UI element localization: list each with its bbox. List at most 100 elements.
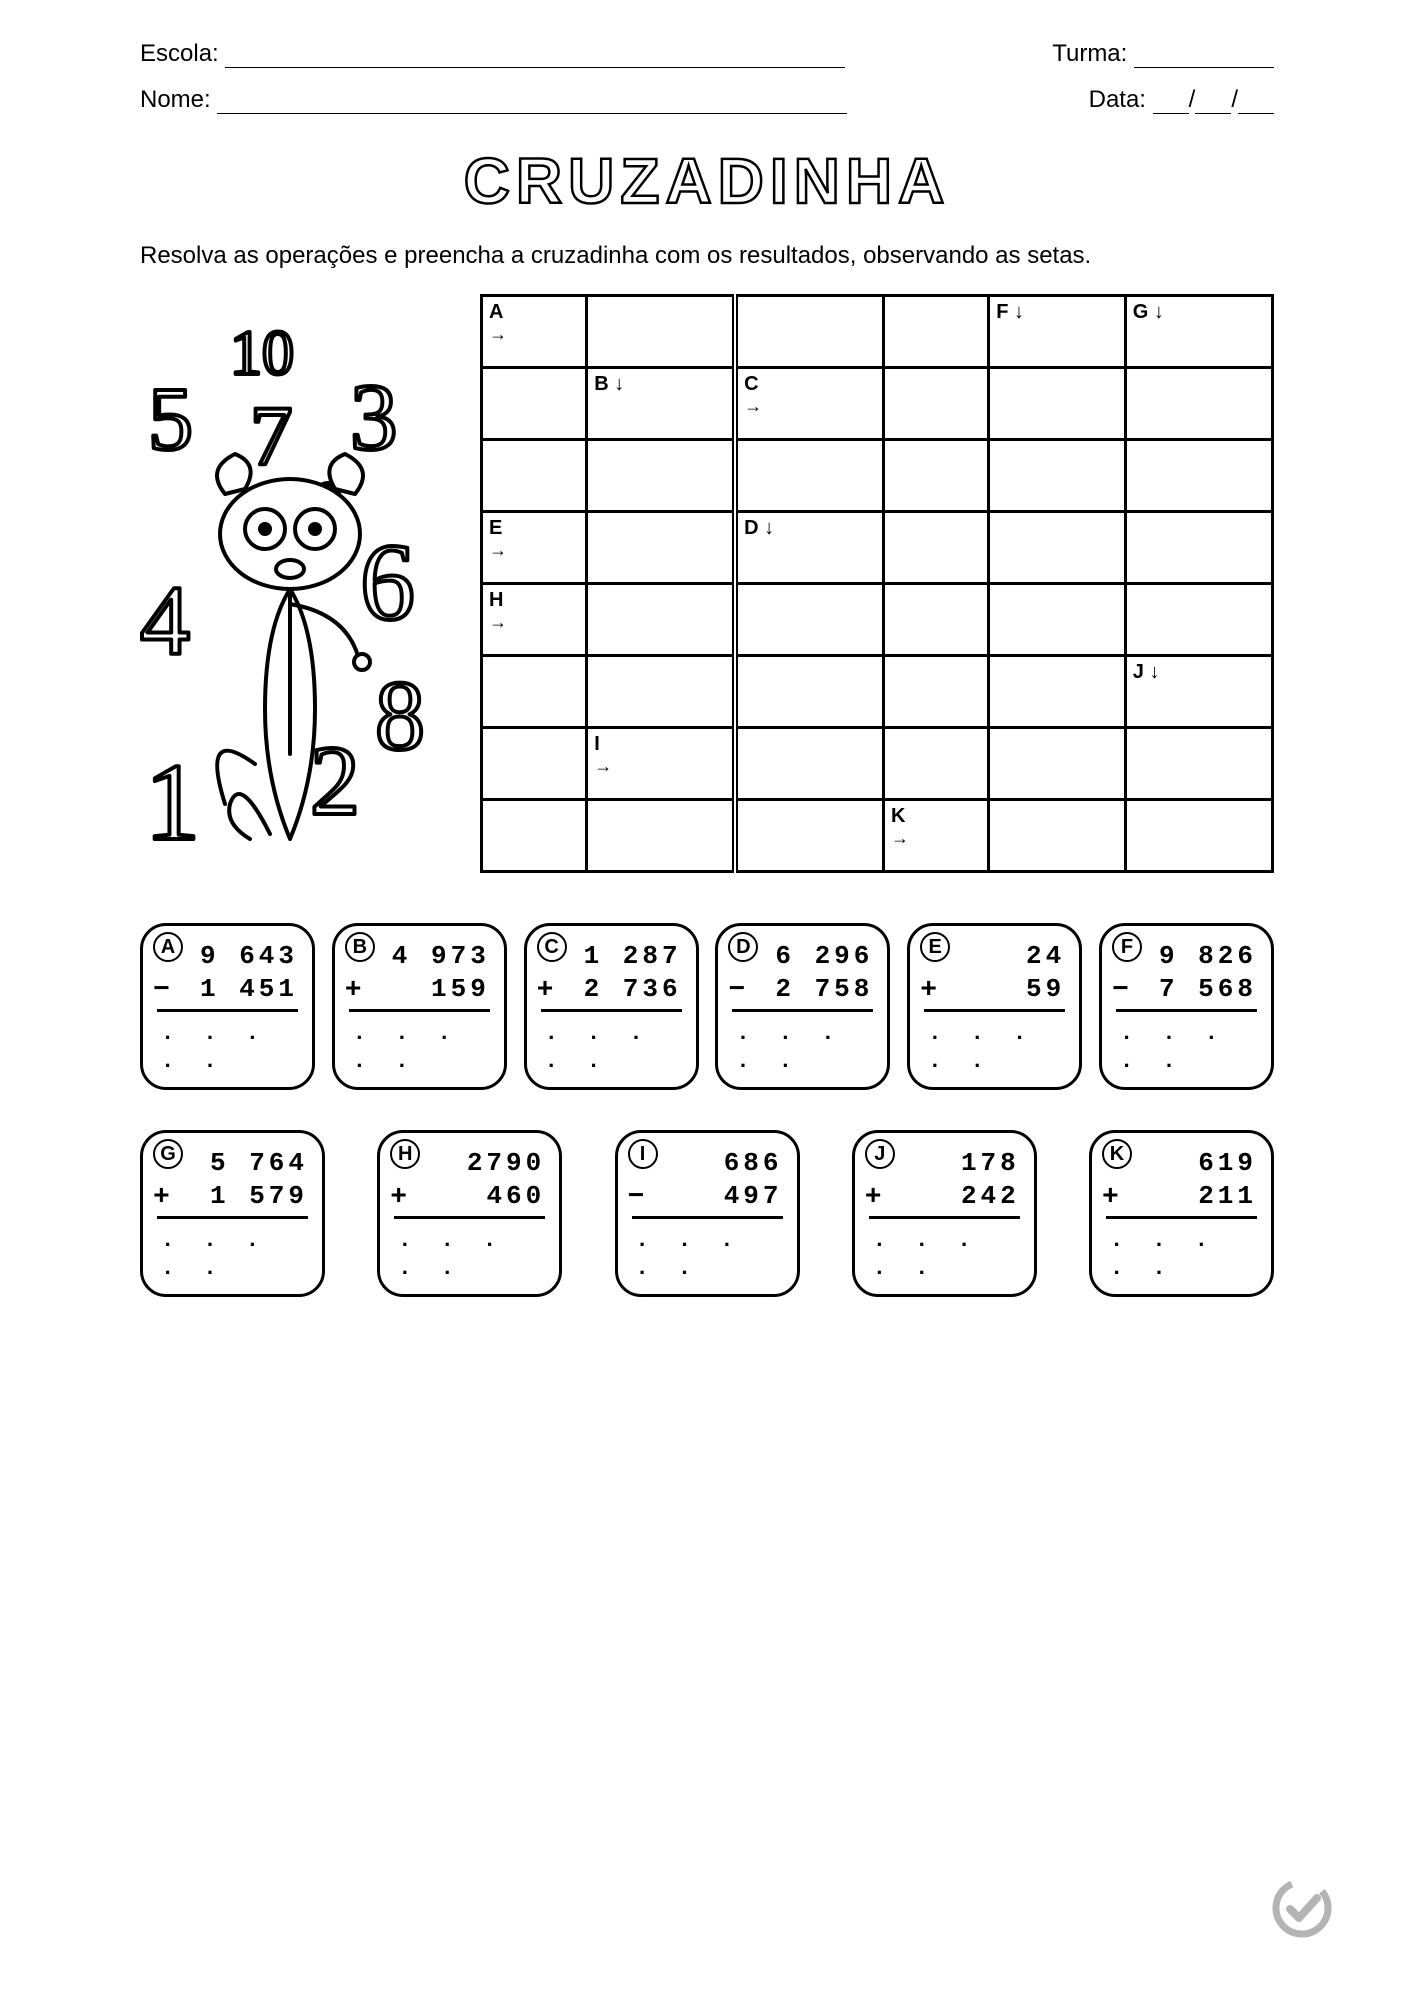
grid-cell[interactable] [482, 440, 587, 512]
grid-cell[interactable] [587, 440, 735, 512]
operand-2: +1 579 [157, 1180, 308, 1213]
grid-cell[interactable] [587, 512, 735, 584]
grid-cell[interactable] [735, 656, 883, 728]
svg-text:8: 8 [375, 660, 425, 771]
grid-cell[interactable] [735, 800, 883, 872]
grid-cell[interactable] [989, 584, 1126, 656]
operand-2: +460 [394, 1180, 545, 1213]
grid-cell[interactable] [1125, 728, 1272, 800]
grid-cell[interactable] [884, 440, 989, 512]
grid-cell[interactable] [884, 584, 989, 656]
grid-cell[interactable] [989, 512, 1126, 584]
operator: + [920, 973, 941, 1008]
grid-cell[interactable]: C→ [735, 368, 883, 440]
answer-blank[interactable]: . . . . . [1116, 1020, 1257, 1075]
rule-line [394, 1216, 545, 1219]
grid-cell[interactable] [989, 656, 1126, 728]
answer-blank[interactable]: . . . . . [732, 1020, 873, 1075]
grid-cell[interactable] [1125, 440, 1272, 512]
grid-cell[interactable] [735, 440, 883, 512]
problem-badge: I [628, 1139, 658, 1169]
problem-badge: E [920, 932, 950, 962]
grid-cell[interactable]: I→ [587, 728, 735, 800]
grid-cell[interactable] [587, 584, 735, 656]
problem-badge: B [345, 932, 375, 962]
escola-blank[interactable] [225, 42, 845, 68]
answer-blank[interactable]: . . . . . [394, 1227, 545, 1282]
grid-cell[interactable] [989, 800, 1126, 872]
date-sep-2: / [1231, 86, 1238, 113]
rule-line [541, 1009, 682, 1012]
grid-cell[interactable] [989, 368, 1126, 440]
svg-text:2: 2 [310, 725, 360, 836]
grid-cell[interactable] [989, 440, 1126, 512]
grid-cell[interactable] [587, 800, 735, 872]
meerkat-numbers-illustration: 5 10 7 3 9 6 4 8 2 1 [140, 294, 470, 854]
answer-blank[interactable]: . . . . . [157, 1227, 308, 1282]
operand-2: +242 [869, 1180, 1020, 1213]
data-label: Data: [1089, 86, 1146, 113]
grid-cell[interactable]: G ↓ [1125, 296, 1272, 368]
grid-cell[interactable]: A→ [482, 296, 587, 368]
grid-cell[interactable] [1125, 512, 1272, 584]
answer-blank[interactable]: . . . . . [541, 1020, 682, 1075]
grid-cell[interactable] [1125, 368, 1272, 440]
grid-cell[interactable] [884, 296, 989, 368]
grid-cell[interactable] [1125, 800, 1272, 872]
grid-cell[interactable]: E→ [482, 512, 587, 584]
grid-cell[interactable] [482, 800, 587, 872]
svg-text:3: 3 [350, 364, 398, 470]
crossword-grid[interactable]: A→ F ↓G ↓ B ↓C→ E→ D ↓ H→ J ↓ I→ K→ [480, 294, 1274, 873]
grid-cell[interactable] [482, 368, 587, 440]
grid-cell[interactable] [735, 728, 883, 800]
problem-card-D: D6 296−2 758. . . . . [715, 923, 890, 1090]
operator: + [865, 1180, 886, 1215]
data-month-blank[interactable] [1195, 88, 1231, 114]
operator: − [628, 1180, 649, 1215]
answer-blank[interactable]: . . . . . [869, 1227, 1020, 1282]
answer-blank[interactable]: . . . . . [157, 1020, 298, 1075]
turma-blank[interactable] [1134, 42, 1274, 68]
data-day-blank[interactable] [1153, 88, 1189, 114]
grid-cell[interactable]: K→ [884, 800, 989, 872]
grid-cell[interactable] [884, 512, 989, 584]
grid-cell[interactable]: F ↓ [989, 296, 1126, 368]
operand-2: −7 568 [1116, 973, 1257, 1006]
operator: + [1102, 1180, 1123, 1215]
grid-cell[interactable] [482, 656, 587, 728]
date-sep-1: / [1189, 86, 1196, 113]
answer-blank[interactable]: . . . . . [924, 1020, 1065, 1075]
grid-cell[interactable]: D ↓ [735, 512, 883, 584]
operator: − [153, 973, 174, 1008]
grid-cell[interactable] [884, 728, 989, 800]
grid-cell[interactable] [587, 656, 735, 728]
grid-cell[interactable] [482, 728, 587, 800]
problem-badge: F [1112, 932, 1142, 962]
answer-blank[interactable]: . . . . . [632, 1227, 783, 1282]
operand-2: −497 [632, 1180, 783, 1213]
grid-cell[interactable] [735, 584, 883, 656]
problem-badge: C [537, 932, 567, 962]
grid-cell[interactable]: H→ [482, 584, 587, 656]
operand-2: +59 [924, 973, 1065, 1006]
grid-cell[interactable] [884, 656, 989, 728]
grid-cell[interactable]: J ↓ [1125, 656, 1272, 728]
grid-cell[interactable] [1125, 584, 1272, 656]
answer-blank[interactable]: . . . . . [1106, 1227, 1257, 1282]
answer-blank[interactable]: . . . . . [349, 1020, 490, 1075]
crossword-grid-wrap: A→ F ↓G ↓ B ↓C→ E→ D ↓ H→ J ↓ I→ K→ [480, 294, 1274, 873]
operator: − [728, 973, 749, 1008]
data-year-blank[interactable] [1238, 88, 1274, 114]
rule-line [1116, 1009, 1257, 1012]
escola-field: Escola: [140, 40, 845, 68]
grid-cell[interactable] [884, 368, 989, 440]
rule-line [732, 1009, 873, 1012]
grid-cell[interactable] [735, 296, 883, 368]
grid-cell[interactable] [989, 728, 1126, 800]
problem-badge: K [1102, 1139, 1132, 1169]
grid-cell[interactable] [587, 296, 735, 368]
nome-blank[interactable] [217, 88, 847, 114]
grid-cell[interactable]: B ↓ [587, 368, 735, 440]
operand-2: −1 451 [157, 973, 298, 1006]
header-row-2: Nome: Data: // [140, 86, 1274, 114]
